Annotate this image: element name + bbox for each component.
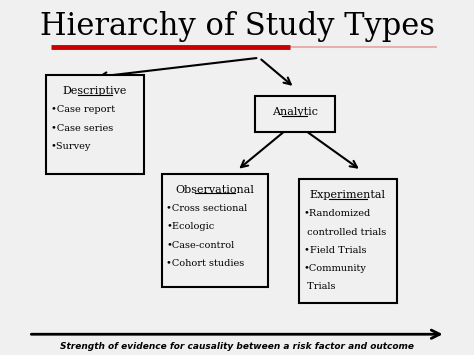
- Text: •Cross sectional: •Cross sectional: [166, 204, 247, 213]
- Text: Trials: Trials: [303, 283, 335, 291]
- Text: •Case report: •Case report: [51, 105, 115, 114]
- Text: Hierarchy of Study Types: Hierarchy of Study Types: [39, 11, 435, 42]
- FancyBboxPatch shape: [255, 97, 335, 132]
- Text: •Survey: •Survey: [51, 142, 91, 151]
- Text: •Case series: •Case series: [51, 124, 113, 133]
- Text: •Randomized: •Randomized: [303, 209, 371, 218]
- Text: Descriptive: Descriptive: [63, 86, 127, 96]
- Text: Observational: Observational: [175, 185, 254, 195]
- FancyBboxPatch shape: [46, 75, 144, 174]
- Text: Experimental: Experimental: [310, 190, 386, 200]
- Text: controlled trials: controlled trials: [303, 228, 386, 236]
- Text: •Ecologic: •Ecologic: [166, 222, 214, 231]
- Text: •Field Trials: •Field Trials: [303, 246, 366, 255]
- Text: Analytic: Analytic: [272, 107, 318, 117]
- Text: •Cohort studies: •Cohort studies: [166, 259, 244, 268]
- Text: •Community: •Community: [303, 264, 366, 273]
- FancyBboxPatch shape: [162, 174, 268, 287]
- FancyBboxPatch shape: [299, 179, 397, 302]
- Text: •Case-control: •Case-control: [166, 241, 234, 250]
- Text: Strength of evidence for causality between a risk factor and outcome: Strength of evidence for causality betwe…: [60, 342, 414, 351]
